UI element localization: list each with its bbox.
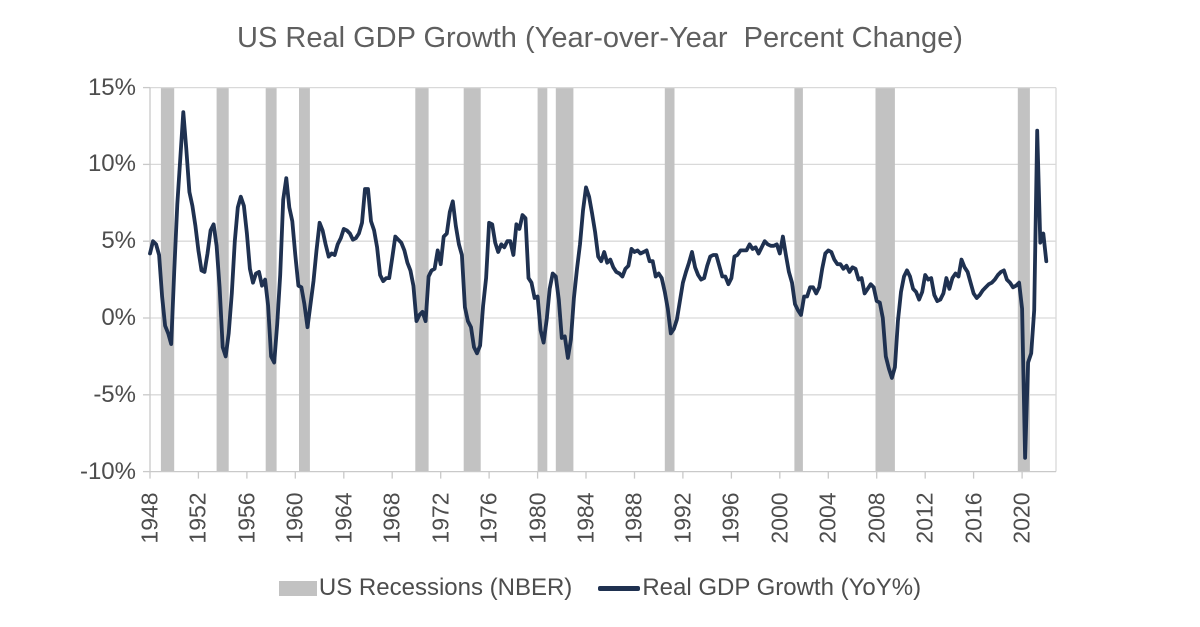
y-tick-label: 0% <box>101 304 136 331</box>
gdp-line-legend-label: Real GDP Growth (YoY%) <box>642 574 922 601</box>
recession-band <box>299 87 310 472</box>
x-tick-label: 1988 <box>620 492 647 544</box>
x-tick-label: 1952 <box>184 492 211 544</box>
recession-legend-label: US Recessions (NBER) <box>318 574 573 601</box>
legend: US Recessions (NBER) Real GDP Growth (Yo… <box>0 574 1200 602</box>
y-tick-label: -10% <box>79 458 136 485</box>
recession-band <box>160 87 175 472</box>
x-tick-label: 2008 <box>863 492 890 544</box>
x-tick-label: 1968 <box>378 492 405 544</box>
recession-band <box>415 87 429 472</box>
x-tick-label: 2000 <box>766 492 793 544</box>
recession-band <box>875 87 895 472</box>
x-tick-label: 1960 <box>281 492 308 544</box>
x-tick-label: 1948 <box>136 492 163 544</box>
y-tick-label: -5% <box>93 381 136 408</box>
x-tick-label: 1984 <box>572 492 599 544</box>
x-tick-label: 2016 <box>960 492 987 544</box>
x-tick-label: 1972 <box>427 492 454 544</box>
recession-band <box>555 87 574 472</box>
x-tick-label: 2012 <box>911 492 938 544</box>
x-tick-label: 2004 <box>814 492 841 544</box>
chart-title: US Real GDP Growth (Year-over-Year Perce… <box>237 22 963 54</box>
recession-band <box>265 87 277 472</box>
x-tick-label: 2020 <box>1008 492 1035 544</box>
y-tick-label: 15% <box>87 74 136 101</box>
x-tick-label: 1992 <box>669 492 696 544</box>
y-tick-label: 5% <box>101 227 136 254</box>
recession-band <box>463 87 481 472</box>
x-tick-label: 1964 <box>330 492 357 544</box>
x-tick-label: 1980 <box>524 492 551 544</box>
recession-legend-swatch <box>278 580 317 596</box>
recession-band <box>664 87 675 472</box>
gdp-line-legend-swatch <box>598 585 641 591</box>
gdp-line-series <box>148 110 1049 460</box>
recession-band <box>216 87 229 472</box>
recession-band <box>794 87 803 472</box>
x-tick-label: 1956 <box>233 492 260 544</box>
x-tick-label: 1996 <box>717 492 744 544</box>
x-tick-label: 1976 <box>475 492 502 544</box>
y-tick-label: 10% <box>87 150 136 177</box>
recession-band <box>537 87 548 472</box>
